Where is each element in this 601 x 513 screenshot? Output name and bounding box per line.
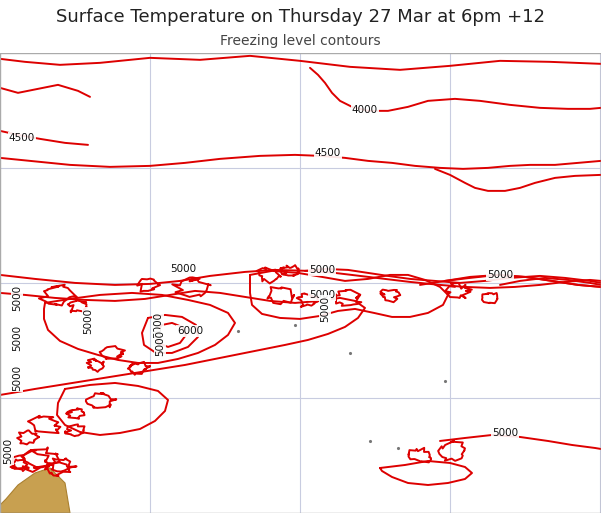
Text: Freezing level contours: Freezing level contours [220, 34, 381, 48]
Text: 5000: 5000 [309, 290, 335, 300]
Text: 5000: 5000 [83, 308, 93, 334]
Text: 4500: 4500 [9, 133, 35, 143]
Text: 5000: 5000 [320, 296, 330, 322]
Polygon shape [0, 468, 70, 513]
Text: 5000: 5000 [487, 270, 513, 280]
Text: 5000: 5000 [12, 325, 22, 351]
Text: 5000: 5000 [170, 264, 196, 274]
Text: 5000: 5000 [155, 330, 165, 356]
Text: 5000: 5000 [492, 428, 518, 438]
Text: Surface Temperature on Thursday 27 Mar at 6pm +12: Surface Temperature on Thursday 27 Mar a… [56, 8, 545, 26]
Text: 5000: 5000 [12, 285, 22, 311]
Text: 6000: 6000 [177, 326, 203, 336]
Text: 4000: 4000 [352, 105, 378, 115]
Text: 5000: 5000 [3, 438, 13, 464]
Text: 5000: 5000 [309, 265, 335, 275]
Text: 5000: 5000 [12, 365, 22, 391]
Text: 5000: 5000 [153, 312, 163, 338]
Text: 4500: 4500 [315, 148, 341, 158]
